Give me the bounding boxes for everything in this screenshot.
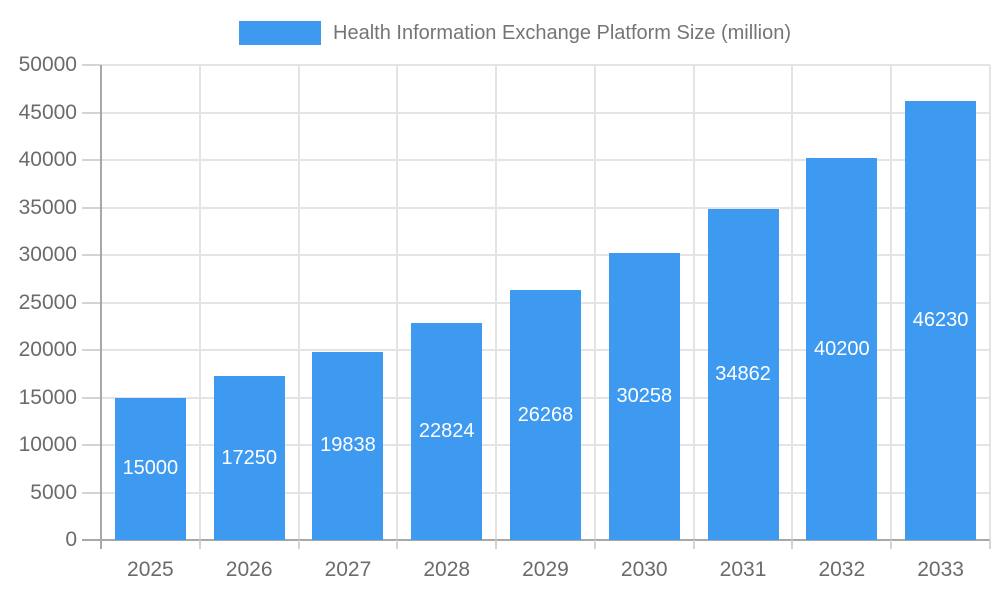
h-gridline (100, 111, 990, 114)
y-axis-label: 30000 (18, 243, 77, 266)
bar-2027: 19838 (312, 351, 384, 540)
v-gridline (198, 65, 201, 540)
y-axis-tick (82, 254, 101, 256)
x-axis-label: 2029 (522, 558, 569, 581)
x-axis-tick (495, 540, 498, 549)
x-axis-tick (791, 540, 794, 549)
y-axis-tick (82, 64, 101, 66)
y-axis-line (100, 65, 102, 549)
bar-value-label: 46230 (912, 308, 969, 331)
v-gridline (791, 65, 794, 540)
bar-2029: 26268 (510, 290, 581, 540)
y-axis-label: 10000 (18, 433, 77, 456)
h-gridline (100, 64, 990, 66)
h-gridline (100, 159, 990, 161)
x-axis-tick (890, 540, 893, 549)
y-axis-tick (82, 206, 101, 209)
x-axis-label: 2033 (917, 558, 964, 581)
legend-swatch[interactable] (239, 21, 322, 45)
y-axis-label: 45000 (18, 100, 77, 124)
v-gridline (989, 65, 991, 540)
bar-value-label: 26268 (517, 403, 574, 426)
y-axis-tick (82, 111, 101, 114)
y-axis-label: 0 (65, 528, 77, 551)
x-axis-label: 2026 (225, 558, 273, 581)
x-axis-tick (692, 540, 695, 549)
x-axis-line (82, 539, 990, 541)
x-axis-tick (989, 540, 991, 549)
v-gridline (593, 65, 596, 540)
v-gridline (890, 65, 893, 540)
bar-value-label: 34862 (715, 362, 771, 385)
bar-2026: 17250 (213, 376, 285, 540)
legend-label[interactable]: Health Information Exchange Platform Siz… (333, 21, 791, 44)
v-gridline (495, 65, 498, 540)
bar-2033: 46230 (905, 100, 977, 540)
y-axis-tick (82, 301, 101, 304)
bar-value-label: 30258 (616, 384, 673, 407)
bar-value-label: 40200 (814, 337, 870, 360)
bar-value-label: 22824 (418, 420, 475, 443)
y-axis-label: 25000 (18, 290, 77, 314)
x-axis-tick (396, 540, 399, 549)
y-axis-label: 5000 (30, 480, 77, 504)
bar-2030: 30258 (608, 252, 680, 540)
x-axis-label: 2030 (620, 558, 668, 581)
bar-value-label: 19838 (320, 434, 376, 457)
y-axis-label: 40000 (18, 148, 77, 171)
bar-value-label: 15000 (122, 457, 179, 480)
x-axis-tick (593, 540, 596, 549)
x-axis-label: 2025 (127, 558, 174, 581)
x-axis-label: 2027 (324, 558, 372, 581)
chart-legend[interactable]: Health Information Exchange Platform Siz… (239, 20, 791, 46)
x-axis-label: 2028 (423, 558, 471, 581)
y-axis-tick (82, 159, 101, 161)
v-gridline (396, 65, 399, 540)
y-axis-tick (82, 444, 101, 446)
x-axis-tick (198, 540, 201, 549)
x-axis-label: 2032 (818, 558, 866, 581)
v-gridline (297, 65, 300, 540)
y-axis-label: 50000 (18, 53, 77, 76)
y-axis-tick (82, 349, 101, 351)
bar-2028: 22824 (411, 323, 483, 540)
bar-2031: 34862 (707, 208, 779, 540)
h-gridline (100, 254, 990, 256)
y-axis-tick (82, 491, 101, 494)
y-axis-tick (82, 396, 101, 399)
bar-value-label: 17250 (221, 446, 277, 469)
y-axis-label: 35000 (18, 195, 77, 219)
h-gridline (100, 206, 990, 209)
v-gridline (692, 65, 695, 540)
x-axis-label: 2031 (719, 558, 767, 581)
x-axis-tick (297, 540, 300, 549)
bar-2032: 40200 (806, 158, 878, 540)
y-axis-label: 15000 (18, 385, 77, 409)
bar-2025: 15000 (114, 397, 186, 540)
y-axis-label: 20000 (18, 338, 77, 361)
